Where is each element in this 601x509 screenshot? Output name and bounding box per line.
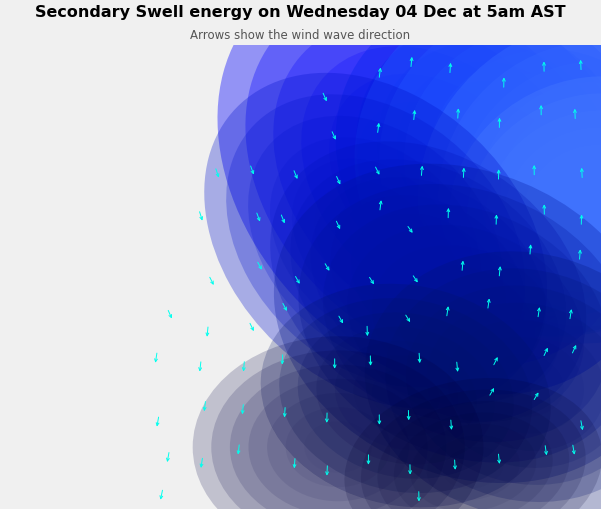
Ellipse shape <box>379 5 601 314</box>
Ellipse shape <box>385 130 486 230</box>
Ellipse shape <box>500 103 601 257</box>
Ellipse shape <box>347 225 584 422</box>
Ellipse shape <box>480 82 601 276</box>
Ellipse shape <box>193 336 483 509</box>
Ellipse shape <box>297 313 514 479</box>
Ellipse shape <box>353 356 458 436</box>
Ellipse shape <box>427 303 601 468</box>
Ellipse shape <box>439 42 601 317</box>
Ellipse shape <box>429 50 601 268</box>
Ellipse shape <box>394 413 553 509</box>
Ellipse shape <box>344 378 601 509</box>
Ellipse shape <box>290 160 566 405</box>
Ellipse shape <box>418 22 601 337</box>
Ellipse shape <box>448 77 601 344</box>
Ellipse shape <box>397 62 594 256</box>
Ellipse shape <box>212 351 465 509</box>
Ellipse shape <box>541 143 601 216</box>
Text: Secondary Swell energy on Wednesday 04 Dec at 5am AST: Secondary Swell energy on Wednesday 04 D… <box>35 5 566 20</box>
Ellipse shape <box>299 185 601 463</box>
Ellipse shape <box>404 27 601 291</box>
Ellipse shape <box>335 341 477 450</box>
Ellipse shape <box>478 95 601 223</box>
Ellipse shape <box>410 424 536 509</box>
Ellipse shape <box>355 0 601 336</box>
Ellipse shape <box>504 118 594 200</box>
Ellipse shape <box>459 123 533 195</box>
Ellipse shape <box>560 180 601 242</box>
Ellipse shape <box>261 284 551 507</box>
Ellipse shape <box>385 269 601 502</box>
Ellipse shape <box>438 102 554 216</box>
Ellipse shape <box>248 117 503 366</box>
Ellipse shape <box>504 128 601 293</box>
Ellipse shape <box>267 393 409 501</box>
Ellipse shape <box>218 0 601 394</box>
Ellipse shape <box>523 146 601 276</box>
Ellipse shape <box>357 102 514 257</box>
Ellipse shape <box>541 162 601 259</box>
Ellipse shape <box>273 19 598 340</box>
Ellipse shape <box>486 111 601 310</box>
Ellipse shape <box>301 47 570 312</box>
Ellipse shape <box>406 286 601 485</box>
Ellipse shape <box>467 94 601 327</box>
Ellipse shape <box>459 63 601 297</box>
Ellipse shape <box>372 246 560 402</box>
Ellipse shape <box>335 2 601 317</box>
Ellipse shape <box>361 390 585 509</box>
Ellipse shape <box>351 214 505 351</box>
Ellipse shape <box>371 232 485 333</box>
Ellipse shape <box>377 42 601 276</box>
Ellipse shape <box>311 178 546 387</box>
Ellipse shape <box>520 123 601 236</box>
Ellipse shape <box>270 142 586 423</box>
Ellipse shape <box>279 298 532 493</box>
Ellipse shape <box>230 365 447 509</box>
Ellipse shape <box>377 401 569 509</box>
Ellipse shape <box>418 82 574 236</box>
Ellipse shape <box>468 337 584 434</box>
Ellipse shape <box>245 0 601 367</box>
Ellipse shape <box>204 74 547 409</box>
Ellipse shape <box>397 266 535 381</box>
Ellipse shape <box>316 327 495 465</box>
Ellipse shape <box>314 181 438 302</box>
Ellipse shape <box>285 407 391 487</box>
Ellipse shape <box>248 379 428 509</box>
Ellipse shape <box>447 320 601 451</box>
Ellipse shape <box>365 252 601 509</box>
Ellipse shape <box>292 159 459 323</box>
Ellipse shape <box>274 164 601 483</box>
Ellipse shape <box>331 196 526 369</box>
Ellipse shape <box>356 22 601 296</box>
Text: Arrows show the wind wave direction: Arrows show the wind wave direction <box>191 29 410 42</box>
Ellipse shape <box>454 73 601 245</box>
Ellipse shape <box>323 205 601 442</box>
Ellipse shape <box>270 138 481 345</box>
Ellipse shape <box>329 75 542 285</box>
Ellipse shape <box>226 95 525 388</box>
